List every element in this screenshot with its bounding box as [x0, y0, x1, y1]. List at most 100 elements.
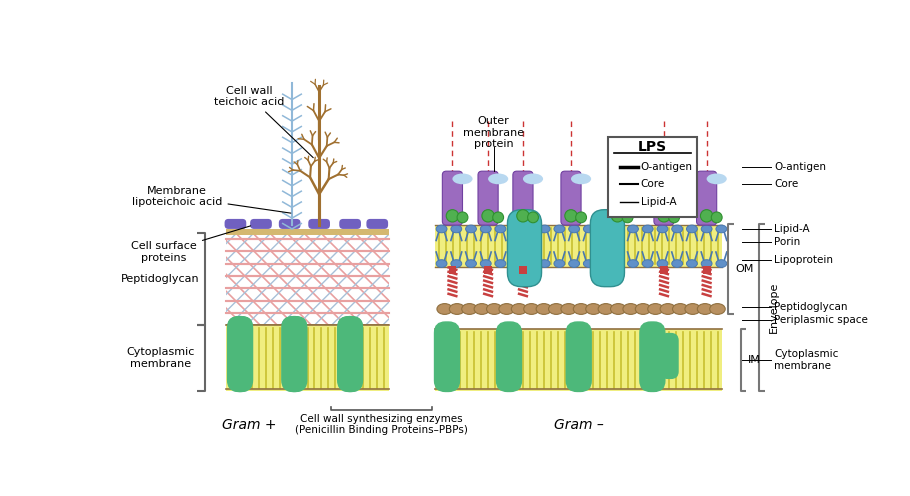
FancyBboxPatch shape: [281, 316, 308, 392]
Bar: [226, 229, 389, 235]
Text: Cell wall
teichoic acid: Cell wall teichoic acid: [214, 86, 313, 158]
Ellipse shape: [540, 260, 550, 267]
Ellipse shape: [642, 225, 653, 233]
FancyBboxPatch shape: [308, 219, 330, 229]
FancyBboxPatch shape: [696, 171, 717, 225]
Ellipse shape: [554, 260, 565, 267]
Ellipse shape: [598, 260, 609, 267]
Bar: [435, 225, 723, 267]
Ellipse shape: [702, 225, 712, 233]
Ellipse shape: [524, 260, 535, 267]
Ellipse shape: [576, 212, 587, 223]
Ellipse shape: [571, 174, 592, 184]
Ellipse shape: [510, 225, 521, 233]
FancyBboxPatch shape: [250, 219, 272, 229]
Ellipse shape: [480, 225, 491, 233]
Ellipse shape: [628, 225, 639, 233]
Ellipse shape: [536, 304, 551, 314]
Ellipse shape: [450, 304, 465, 314]
Bar: [114, 60, 819, 233]
Bar: [114, 325, 819, 441]
FancyBboxPatch shape: [496, 321, 522, 392]
Ellipse shape: [686, 225, 697, 233]
Ellipse shape: [669, 212, 680, 223]
Bar: [226, 325, 389, 391]
FancyBboxPatch shape: [478, 171, 498, 225]
Ellipse shape: [583, 260, 594, 267]
FancyBboxPatch shape: [337, 316, 363, 392]
Ellipse shape: [499, 304, 514, 314]
Ellipse shape: [707, 174, 727, 184]
Bar: [608, 136, 697, 217]
Ellipse shape: [664, 174, 684, 184]
Ellipse shape: [672, 225, 682, 233]
Ellipse shape: [492, 212, 503, 223]
Ellipse shape: [716, 225, 727, 233]
Ellipse shape: [697, 304, 713, 314]
FancyBboxPatch shape: [339, 219, 361, 229]
Bar: [449, 266, 456, 274]
Ellipse shape: [583, 225, 594, 233]
Text: OM: OM: [735, 263, 753, 274]
Ellipse shape: [540, 225, 550, 233]
Ellipse shape: [524, 225, 535, 233]
Text: Gram +: Gram +: [222, 418, 277, 433]
FancyBboxPatch shape: [227, 316, 253, 392]
Ellipse shape: [712, 212, 723, 223]
FancyBboxPatch shape: [591, 210, 624, 287]
Ellipse shape: [642, 260, 653, 267]
Ellipse shape: [716, 260, 727, 267]
Ellipse shape: [523, 174, 543, 184]
Text: Core: Core: [774, 179, 798, 189]
Ellipse shape: [612, 225, 623, 233]
Ellipse shape: [623, 304, 639, 314]
Ellipse shape: [565, 210, 577, 222]
Ellipse shape: [569, 260, 580, 267]
Bar: [660, 266, 668, 274]
Ellipse shape: [628, 260, 639, 267]
Ellipse shape: [586, 304, 602, 314]
Bar: [389, 60, 819, 441]
Text: Porin: Porin: [774, 237, 800, 247]
Ellipse shape: [450, 260, 461, 267]
FancyBboxPatch shape: [337, 316, 363, 392]
Ellipse shape: [611, 304, 626, 314]
Text: Core: Core: [641, 179, 665, 189]
Ellipse shape: [524, 304, 540, 314]
FancyBboxPatch shape: [281, 316, 308, 392]
Text: O-antigen: O-antigen: [774, 162, 826, 172]
Text: Peptidoglycan: Peptidoglycan: [774, 303, 847, 312]
FancyBboxPatch shape: [566, 321, 592, 392]
FancyBboxPatch shape: [660, 333, 679, 379]
Ellipse shape: [660, 304, 675, 314]
Ellipse shape: [510, 260, 521, 267]
Ellipse shape: [612, 260, 623, 267]
Text: Membrane
lipoteichoic acid: Membrane lipoteichoic acid: [132, 186, 291, 213]
Ellipse shape: [450, 225, 461, 233]
Bar: [703, 266, 711, 274]
Ellipse shape: [657, 260, 668, 267]
Ellipse shape: [648, 304, 663, 314]
Text: Lipid-A: Lipid-A: [641, 197, 676, 207]
Ellipse shape: [466, 260, 477, 267]
FancyBboxPatch shape: [639, 321, 665, 392]
Bar: [484, 266, 492, 274]
Ellipse shape: [487, 304, 502, 314]
Text: Cell surface
proteins: Cell surface proteins: [131, 226, 250, 263]
Ellipse shape: [598, 225, 609, 233]
Ellipse shape: [658, 210, 670, 222]
Ellipse shape: [461, 304, 477, 314]
Text: LPS: LPS: [638, 140, 667, 154]
Ellipse shape: [436, 260, 447, 267]
Ellipse shape: [528, 212, 539, 223]
Ellipse shape: [452, 174, 472, 184]
FancyBboxPatch shape: [367, 219, 388, 229]
Bar: [114, 60, 226, 441]
Bar: [226, 325, 389, 391]
Bar: [435, 329, 723, 391]
Text: Lipid-A: Lipid-A: [774, 224, 810, 234]
Ellipse shape: [466, 225, 477, 233]
Ellipse shape: [495, 225, 506, 233]
Ellipse shape: [511, 304, 527, 314]
Ellipse shape: [495, 260, 506, 267]
